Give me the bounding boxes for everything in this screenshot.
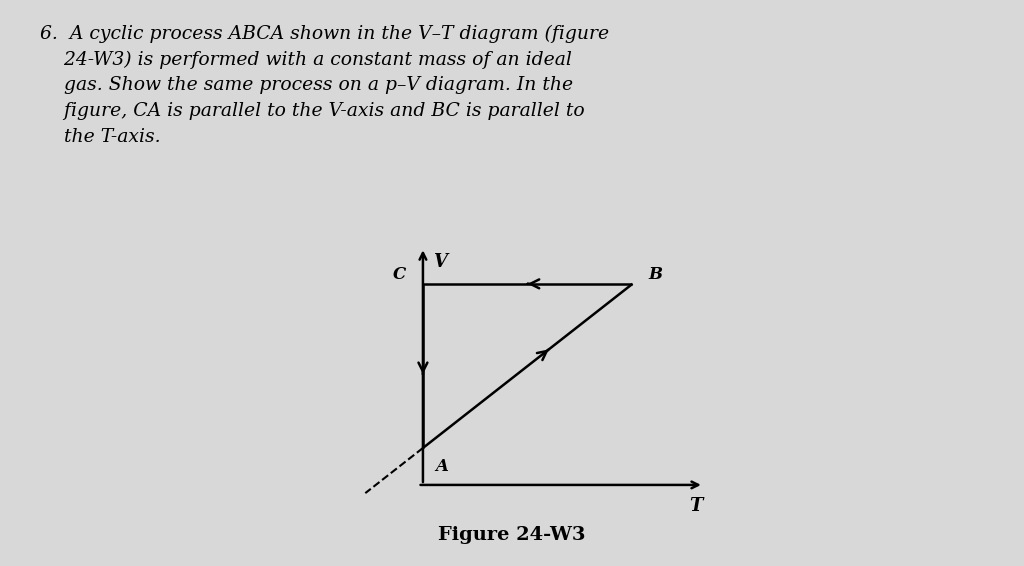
Text: Figure 24-W3: Figure 24-W3 [438,526,586,544]
Text: T: T [689,497,702,515]
Text: B: B [648,265,663,282]
Text: V: V [433,252,447,271]
Text: C: C [393,265,407,282]
Text: A: A [435,457,449,474]
Text: 6.  A cyclic process ABCA shown in the V–T diagram (figure
    24-W3) is perform: 6. A cyclic process ABCA shown in the V–… [40,24,609,146]
